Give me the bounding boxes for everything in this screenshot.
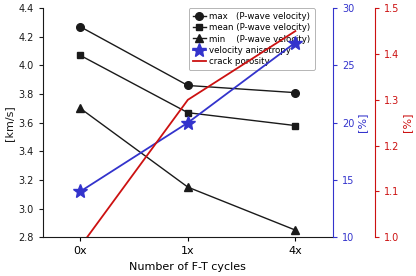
Y-axis label: [%]: [%]	[402, 113, 412, 132]
mean (P-wave velocity)	[78, 54, 83, 57]
mean (P-wave velocity)	[293, 124, 298, 127]
min    (P-wave velocity)	[186, 185, 191, 189]
velocity anisotropy	[293, 41, 298, 44]
Line: velocity anisotropy: velocity anisotropy	[73, 36, 302, 198]
X-axis label: Number of F-T cycles: Number of F-T cycles	[129, 262, 246, 272]
Line: max   (P-wave velocity): max (P-wave velocity)	[77, 23, 299, 96]
max   (P-wave velocity)	[293, 91, 298, 94]
Line: mean (P-wave velocity): mean (P-wave velocity)	[77, 52, 299, 129]
mean (P-wave velocity)	[186, 111, 191, 114]
Line: min    (P-wave velocity): min (P-wave velocity)	[76, 104, 300, 234]
max   (P-wave velocity)	[186, 84, 191, 87]
Legend: max   (P-wave velocity), mean (P-wave velocity), min    (P-wave velocity), veloc: max (P-wave velocity), mean (P-wave velo…	[189, 8, 315, 70]
Y-axis label: [%]: [%]	[357, 113, 367, 132]
Y-axis label: [km/s]: [km/s]	[4, 105, 14, 140]
crack porosity	[293, 30, 298, 33]
velocity anisotropy	[78, 190, 83, 193]
max   (P-wave velocity)	[78, 25, 83, 28]
velocity anisotropy	[186, 121, 191, 124]
Line: crack porosity: crack porosity	[80, 31, 295, 246]
crack porosity	[186, 98, 191, 102]
min    (P-wave velocity)	[78, 107, 83, 110]
min    (P-wave velocity)	[293, 229, 298, 232]
crack porosity	[78, 245, 83, 248]
